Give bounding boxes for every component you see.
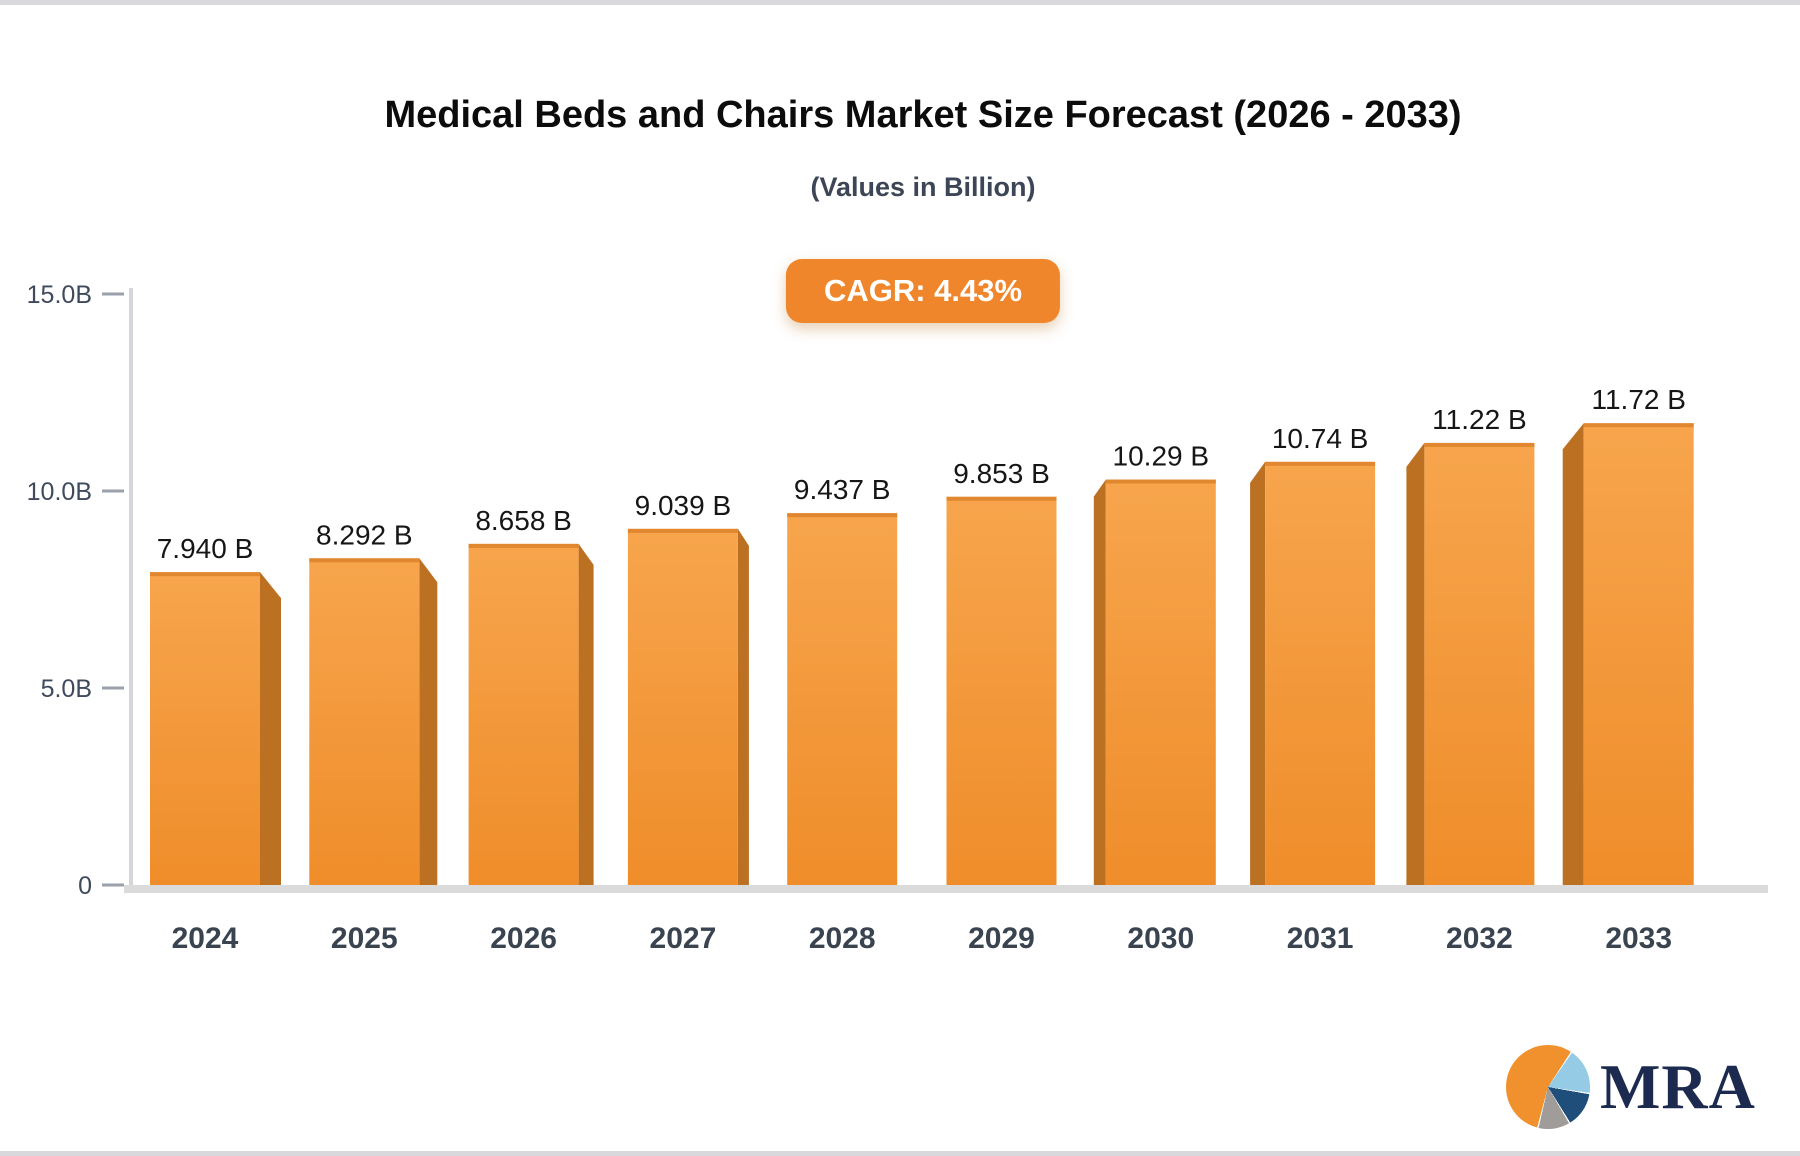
- y-tick-label: 5.0B: [41, 675, 92, 703]
- bar-group-2025: 8.292 B: [309, 519, 438, 885]
- x-tick-label: 2024: [172, 922, 239, 955]
- x-tick-label: 2025: [331, 922, 398, 955]
- brand-logo-text: MRA: [1600, 1051, 1756, 1122]
- bar-group-2027: 9.039 B: [627, 490, 749, 885]
- y-tick-mark: [102, 686, 124, 690]
- bar-group-2032: 11.22 B: [1406, 404, 1535, 885]
- bar: [150, 572, 260, 885]
- bar-group-2031: 10.74 B: [1250, 423, 1376, 885]
- bar-side-face: [260, 572, 281, 885]
- bar-top-edge: [150, 572, 260, 577]
- bar: [946, 496, 1057, 885]
- bar-top-edge: [787, 513, 898, 518]
- x-tick-label: 2028: [809, 922, 876, 955]
- bar-side-face: [419, 558, 438, 885]
- bar-value-label: 11.22 B: [1432, 404, 1526, 435]
- bar-top-edge: [946, 496, 1057, 501]
- pie-chart-logo-icon: [1506, 1045, 1590, 1129]
- y-tick-mark: [102, 292, 124, 296]
- top-edge-divider: [0, 0, 1800, 5]
- bar-top-edge: [1105, 479, 1216, 484]
- bar-value-label: 8.292 B: [316, 519, 413, 550]
- y-tick-mark: [102, 489, 124, 493]
- x-tick-label: 2026: [490, 922, 557, 955]
- bar-group-2030: 10.29 B: [1093, 441, 1216, 885]
- bar-top-edge: [1583, 423, 1694, 428]
- bar-side-face: [1562, 423, 1584, 885]
- chart-title: Medical Beds and Chairs Market Size Fore…: [384, 94, 1462, 136]
- x-tick-label: 2029: [968, 922, 1035, 955]
- bar: [309, 558, 420, 885]
- bar: [468, 543, 579, 885]
- bar-side-face: [1093, 479, 1106, 885]
- x-tick-label: 2030: [1127, 922, 1194, 955]
- bar-value-label: 11.72 B: [1591, 384, 1685, 415]
- bar-value-label: 9.853 B: [953, 458, 1050, 489]
- bar: [1265, 461, 1376, 885]
- x-tick-label: 2027: [650, 922, 717, 955]
- y-tick-label: 15.0B: [27, 281, 92, 309]
- bar-side-face: [1406, 442, 1425, 885]
- bar-side-face: [578, 543, 594, 885]
- bar-top-edge: [627, 528, 738, 533]
- chart-subtitle: (Values in Billion): [810, 172, 1036, 202]
- bar-top-edge: [1265, 461, 1376, 466]
- y-tick-mark: [102, 883, 124, 887]
- bar-top-edge: [1424, 442, 1535, 447]
- bar: [1424, 442, 1535, 885]
- bar-group-2026: 8.658 B: [468, 505, 594, 885]
- bar-group-2029: 9.853 B: [946, 458, 1057, 885]
- bar-side-face: [737, 528, 749, 885]
- bar: [627, 528, 738, 885]
- x-tick-label: 2032: [1446, 922, 1513, 955]
- bar: [787, 513, 898, 885]
- bar: [1583, 423, 1694, 885]
- bar: [1105, 479, 1216, 885]
- x-axis-baseline: [124, 885, 1768, 893]
- bar-value-label: 9.437 B: [794, 474, 891, 505]
- bar-value-label: 9.039 B: [635, 490, 732, 521]
- bar-group-2033: 11.72 B: [1562, 384, 1694, 885]
- x-tick-label: 2031: [1287, 922, 1354, 955]
- brand-logo: MRA: [1506, 1044, 1756, 1130]
- cagr-badge: CAGR: 4.43%: [785, 259, 1061, 323]
- bar-side-face: [1250, 461, 1266, 885]
- bar-value-label: 7.940 B: [157, 533, 254, 564]
- bar-value-label: 8.658 B: [475, 505, 572, 536]
- bar-group-2028: 9.437 B: [787, 474, 898, 885]
- bar-top-edge: [468, 543, 579, 548]
- cagr-badge-label: CAGR: 4.43%: [823, 273, 1023, 308]
- y-tick-label: 10.0B: [27, 478, 92, 506]
- x-tick-label: 2033: [1605, 922, 1672, 955]
- y-tick-label: 0: [78, 872, 92, 900]
- bar-value-label: 10.29 B: [1113, 441, 1210, 472]
- bar-top-edge: [309, 558, 420, 563]
- y-axis-line: [129, 288, 133, 885]
- bar-group-2024: 7.940 B: [150, 533, 281, 885]
- bar-value-label: 10.74 B: [1272, 423, 1369, 454]
- bottom-edge-divider: [0, 1151, 1800, 1156]
